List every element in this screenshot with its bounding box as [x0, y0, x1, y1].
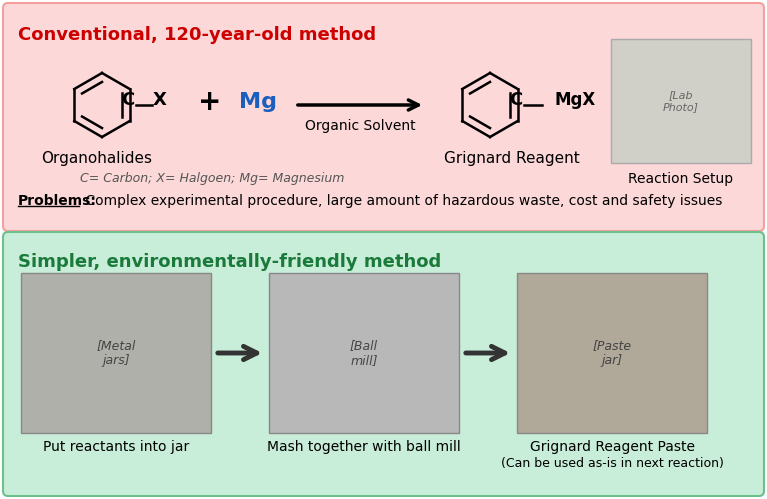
Text: [Paste
jar]: [Paste jar] — [592, 339, 631, 367]
Text: Organic Solvent: Organic Solvent — [304, 119, 415, 133]
Text: C: C — [121, 91, 135, 109]
FancyBboxPatch shape — [3, 3, 764, 231]
FancyBboxPatch shape — [21, 273, 211, 433]
Text: Grignard Reagent: Grignard Reagent — [444, 151, 580, 166]
Text: Conventional, 120-year-old method: Conventional, 120-year-old method — [18, 26, 376, 44]
Text: Complex experimental procedure, large amount of hazardous waste, cost and safety: Complex experimental procedure, large am… — [81, 194, 723, 208]
FancyBboxPatch shape — [517, 273, 707, 433]
Text: C: C — [509, 91, 522, 109]
FancyBboxPatch shape — [269, 273, 459, 433]
FancyBboxPatch shape — [611, 39, 751, 163]
Text: Organohalides: Organohalides — [41, 151, 153, 166]
Text: (Can be used as-is in next reaction): (Can be used as-is in next reaction) — [501, 457, 723, 470]
Text: [Lab
Photo]: [Lab Photo] — [663, 90, 699, 112]
Text: Grignard Reagent Paste: Grignard Reagent Paste — [529, 440, 694, 454]
Text: Problems:: Problems: — [18, 194, 97, 208]
Text: C= Carbon; X= Halgoen; Mg= Magnesium: C= Carbon; X= Halgoen; Mg= Magnesium — [80, 172, 344, 185]
Text: Mash together with ball mill: Mash together with ball mill — [267, 440, 461, 454]
Text: [Ball
mill]: [Ball mill] — [350, 339, 378, 367]
Text: Reaction Setup: Reaction Setup — [628, 172, 733, 186]
Text: Put reactants into jar: Put reactants into jar — [43, 440, 189, 454]
Text: MgX: MgX — [554, 91, 595, 109]
Text: [Metal
jars]: [Metal jars] — [97, 339, 136, 367]
Text: Simpler, environmentally-friendly method: Simpler, environmentally-friendly method — [18, 253, 441, 271]
Text: +: + — [199, 88, 222, 116]
Text: X: X — [153, 91, 167, 109]
Text: Mg: Mg — [239, 92, 277, 112]
FancyBboxPatch shape — [3, 232, 764, 496]
